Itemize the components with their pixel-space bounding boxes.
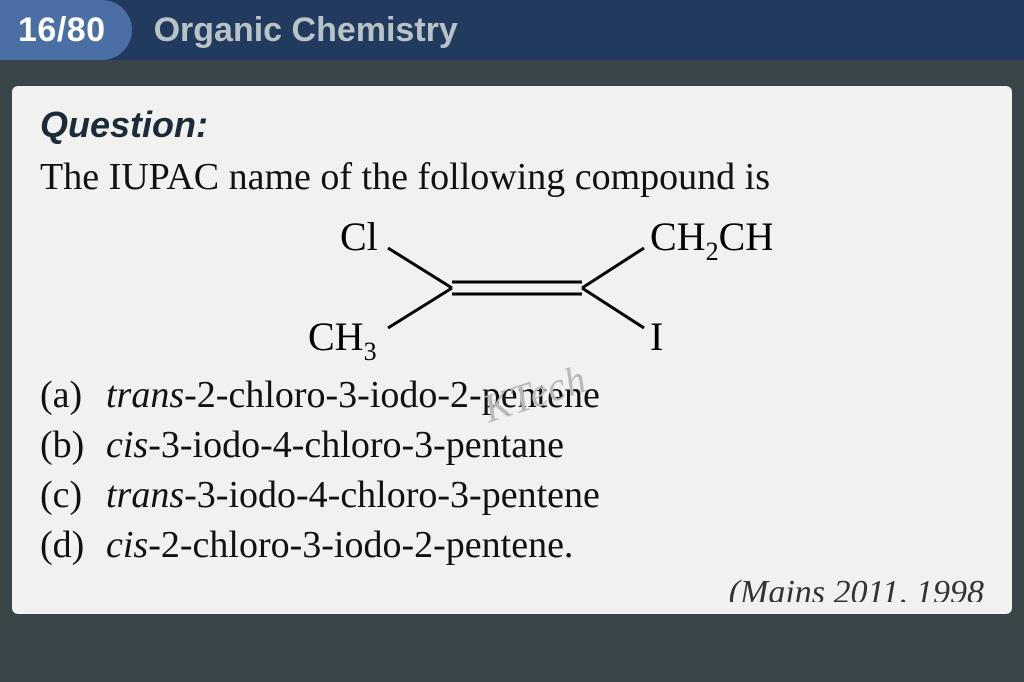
bond-bl — [388, 288, 452, 328]
question-card: Question: The IUPAC name of the followin… — [12, 86, 1012, 614]
label-ch3-c: CH3 — [308, 314, 377, 366]
option-text: trans-2-chloro-3-iodo-2-pentene — [106, 370, 984, 420]
option-d[interactable]: (d) cis-2-chloro-3-iodo-2-pentene. — [40, 520, 984, 570]
option-b[interactable]: (b) cis-3-iodo-4-chloro-3-pentane — [40, 420, 984, 470]
option-label: (c) — [40, 470, 106, 520]
option-text: trans-3-iodo-4-chloro-3-pentene — [106, 470, 984, 520]
options-list: (a) trans-2-chloro-3-iodo-2-pentene (b) … — [40, 370, 984, 571]
question-label: Question: — [40, 104, 984, 146]
option-a[interactable]: (a) trans-2-chloro-3-iodo-2-pentene — [40, 370, 984, 420]
counter-pill: 16/80 — [0, 0, 132, 60]
header-bar: 16/80 Organic Chemistry — [0, 0, 1024, 60]
counter-text: 16/80 — [18, 11, 106, 50]
option-text: cis-2-chloro-3-iodo-2-pentene. — [106, 520, 984, 570]
source-citation: (Mains 2011, 1998 — [40, 574, 984, 602]
option-label: (a) — [40, 370, 106, 420]
option-label: (d) — [40, 520, 106, 570]
label-i: I — [650, 314, 663, 359]
question-text: The IUPAC name of the following compound… — [40, 154, 984, 202]
chemical-structure: Cl CH3 CH2CH3 I — [252, 208, 772, 368]
label-ch2ch3: CH2CH3 — [650, 214, 772, 266]
label-cl: Cl — [340, 214, 378, 259]
bond-tl — [388, 248, 452, 288]
option-c[interactable]: (c) trans-3-iodo-4-chloro-3-pentene — [40, 470, 984, 520]
option-text: cis-3-iodo-4-chloro-3-pentane — [106, 420, 984, 470]
topic-title: Organic Chemistry — [154, 11, 458, 50]
bond-tr — [582, 248, 644, 288]
option-label: (b) — [40, 420, 106, 470]
bond-br — [582, 288, 644, 328]
